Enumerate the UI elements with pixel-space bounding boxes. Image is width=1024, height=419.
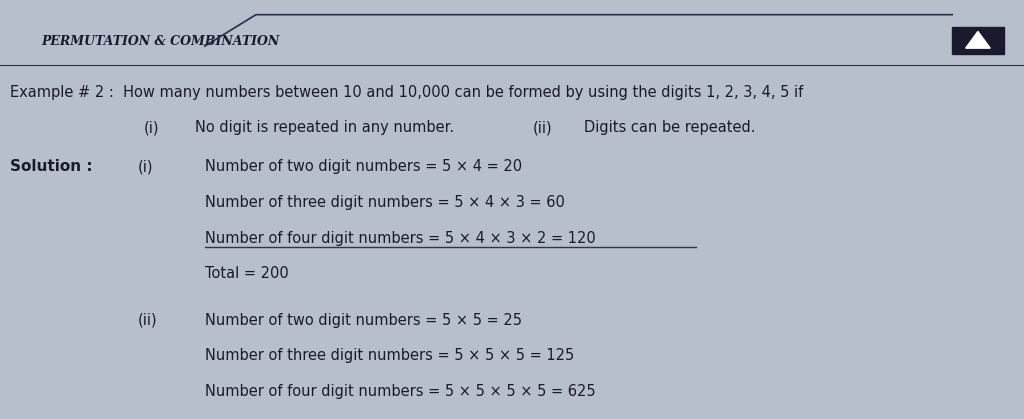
Text: (i): (i) xyxy=(138,160,154,174)
Text: Number of four digit numbers = 5 × 5 × 5 × 5 = 625: Number of four digit numbers = 5 × 5 × 5… xyxy=(205,384,595,399)
Text: (i): (i) xyxy=(143,120,159,135)
Text: Example # 2 :  How many numbers between 10 and 10,000 can be formed by using the: Example # 2 : How many numbers between 1… xyxy=(10,85,804,100)
Text: Number of four digit numbers = 5 × 4 × 3 × 2 = 120: Number of four digit numbers = 5 × 4 × 3… xyxy=(205,231,596,246)
Text: Solution :: Solution : xyxy=(10,160,93,174)
Text: No digit is repeated in any number.: No digit is repeated in any number. xyxy=(195,120,454,135)
Text: Total = 200: Total = 200 xyxy=(205,266,289,281)
Polygon shape xyxy=(966,31,990,48)
Text: Number of three digit numbers = 5 × 4 × 3 = 60: Number of three digit numbers = 5 × 4 × … xyxy=(205,195,564,210)
Text: (ii): (ii) xyxy=(138,313,158,328)
Text: Number of two digit numbers = 5 × 4 = 20: Number of two digit numbers = 5 × 4 = 20 xyxy=(205,160,522,174)
FancyBboxPatch shape xyxy=(952,27,1004,54)
Text: Digits can be repeated.: Digits can be repeated. xyxy=(584,120,755,135)
Text: (ii): (ii) xyxy=(532,120,552,135)
Text: PERMUTATION & COMBINATION: PERMUTATION & COMBINATION xyxy=(41,35,280,49)
Text: Number of two digit numbers = 5 × 5 = 25: Number of two digit numbers = 5 × 5 = 25 xyxy=(205,313,522,328)
Text: Number of three digit numbers = 5 × 5 × 5 = 125: Number of three digit numbers = 5 × 5 × … xyxy=(205,348,574,363)
